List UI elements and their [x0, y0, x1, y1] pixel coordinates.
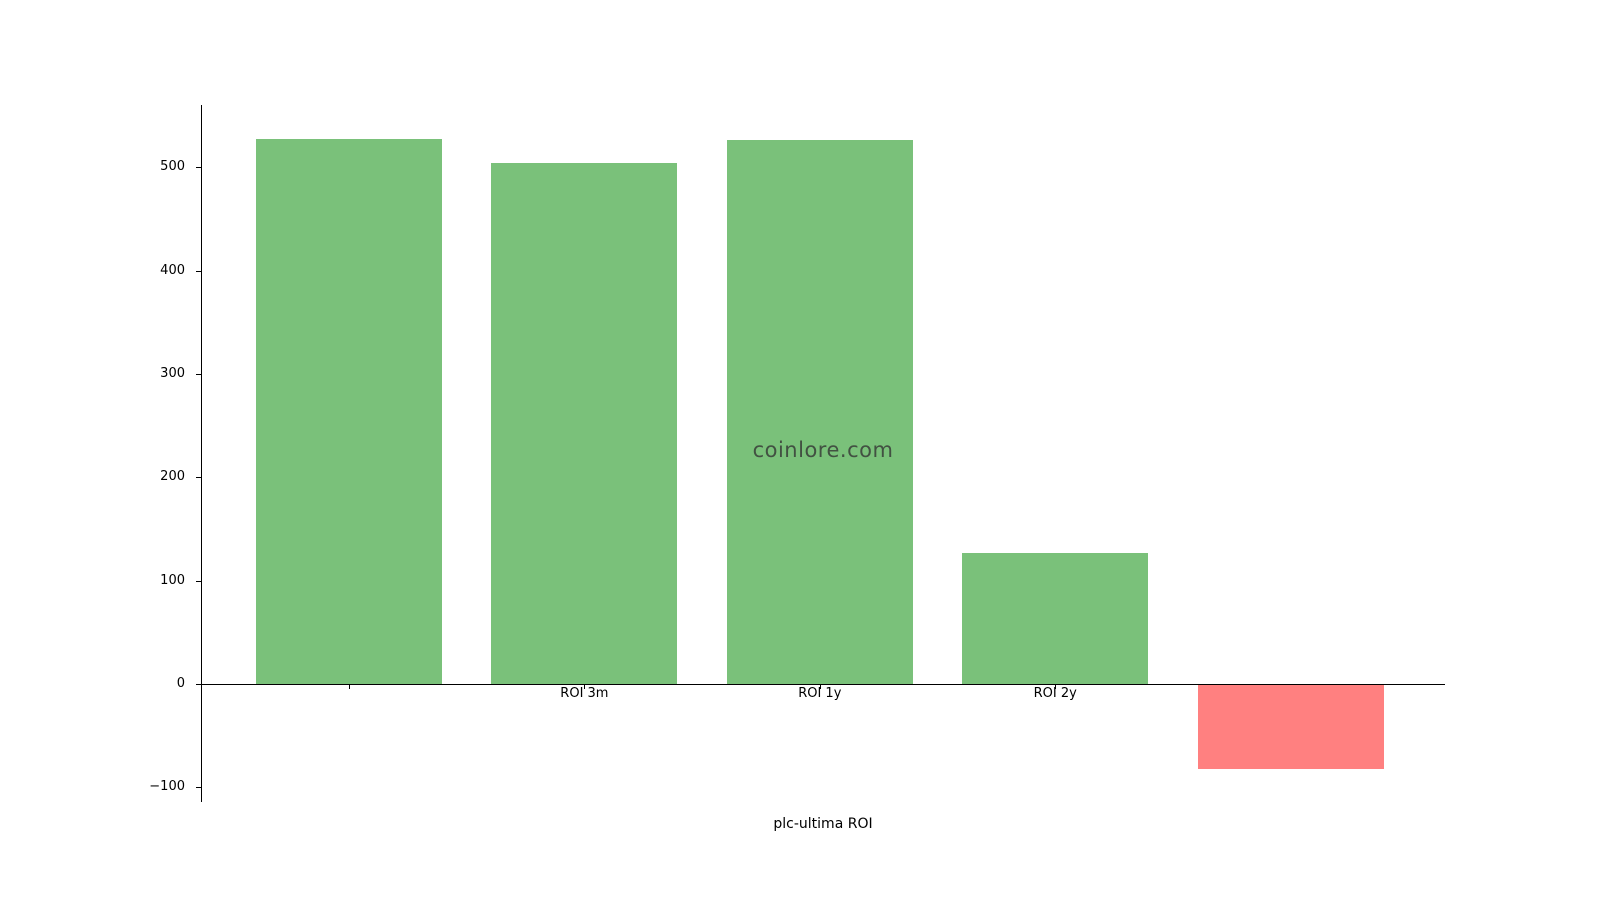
- y-tick-label: 300: [160, 366, 185, 381]
- y-tick-label: 400: [160, 262, 185, 278]
- y-axis-line: [201, 105, 202, 802]
- y-tick: [196, 270, 201, 272]
- x-tick: [349, 685, 350, 689]
- y-tick: [196, 787, 201, 789]
- bar: [491, 163, 678, 684]
- y-tick: [196, 167, 201, 169]
- y-tick-label: −100: [149, 779, 185, 795]
- bar: [726, 140, 913, 684]
- y-tick-label: 500: [160, 159, 185, 175]
- y-tick: [196, 374, 201, 375]
- y-tick: [196, 580, 201, 582]
- bar: [256, 139, 442, 684]
- y-tick: [196, 684, 201, 685]
- y-tick: [196, 477, 201, 479]
- x-tick: [584, 685, 586, 689]
- watermark: coinlore.com: [752, 438, 894, 462]
- x-axis-line: [201, 684, 1445, 685]
- x-tick: [1055, 685, 1057, 689]
- x-tick-label: ROI 1y: [798, 686, 842, 701]
- x-tick: [819, 685, 821, 689]
- x-tick-label: ROI 2y: [1033, 686, 1077, 701]
- chart-title: plc-ultima ROI: [773, 816, 873, 832]
- x-tick-label: ROI 3m: [560, 686, 609, 701]
- y-tick-label: 200: [160, 469, 185, 485]
- bar: [962, 552, 1149, 684]
- y-tick-label: 100: [160, 572, 185, 588]
- bar: [1197, 685, 1384, 769]
- y-tick-label: 0: [176, 676, 185, 691]
